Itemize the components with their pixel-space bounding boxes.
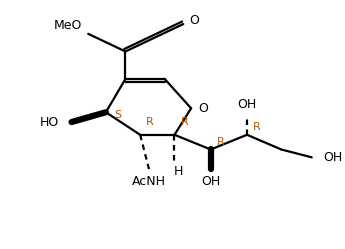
- Text: H: H: [174, 165, 183, 178]
- Text: OH: OH: [201, 175, 220, 188]
- Text: OH: OH: [324, 151, 343, 164]
- Text: R: R: [180, 117, 188, 127]
- Text: R: R: [253, 122, 261, 132]
- Text: O: O: [189, 14, 199, 27]
- Text: R: R: [217, 137, 224, 147]
- Text: S: S: [114, 110, 121, 120]
- Text: AcNH: AcNH: [132, 175, 166, 188]
- Text: HO: HO: [40, 116, 59, 128]
- Text: O: O: [198, 102, 208, 115]
- Text: OH: OH: [237, 98, 257, 111]
- Text: MeO: MeO: [54, 18, 82, 32]
- Text: R: R: [146, 117, 154, 127]
